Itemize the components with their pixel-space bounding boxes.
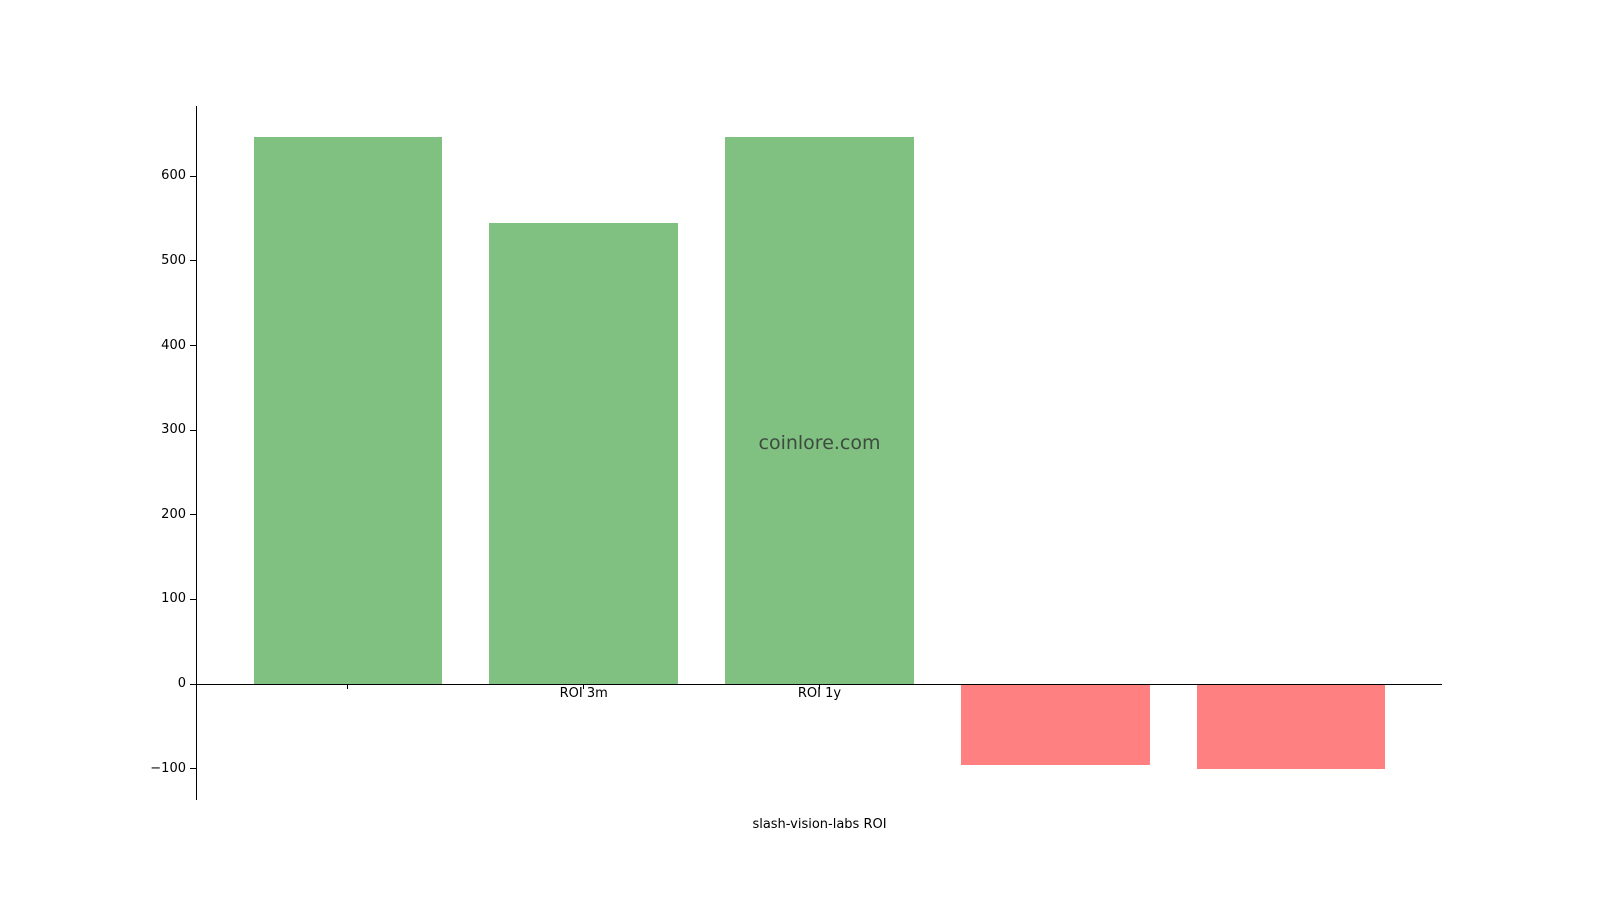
y-tick-label: 600 (161, 168, 186, 184)
y-tick-label: 100 (161, 591, 186, 607)
y-tick (190, 345, 196, 346)
x-tick (819, 684, 820, 690)
y-tick-label: 0 (177, 676, 186, 692)
y-tick (190, 260, 196, 262)
y-tick (190, 598, 196, 600)
x-tick-label: ROI 1y (797, 686, 842, 702)
bar (725, 137, 914, 685)
y-tick-label: −100 (150, 760, 186, 776)
zero-axis-line (197, 683, 1442, 685)
y-tick (190, 175, 196, 177)
y-tick-label: 200 (161, 506, 186, 522)
watermark: coinlore.com (758, 432, 881, 454)
x-tick-label: ROI 3m (559, 686, 608, 702)
bar (1196, 684, 1386, 769)
bar (960, 684, 1150, 766)
y-tick-label: 300 (161, 422, 186, 438)
bar (489, 222, 678, 685)
bar (253, 137, 443, 685)
y-tick (190, 683, 196, 685)
x-tick (583, 684, 585, 690)
y-tick (190, 768, 196, 770)
y-tick (190, 514, 196, 516)
x-axis-title: slash-vision-labs ROI (752, 817, 887, 832)
y-axis-spine (196, 106, 197, 800)
y-tick-label: 500 (161, 252, 186, 268)
x-tick (347, 684, 349, 690)
y-tick (190, 429, 196, 431)
y-tick-label: 400 (161, 337, 186, 353)
